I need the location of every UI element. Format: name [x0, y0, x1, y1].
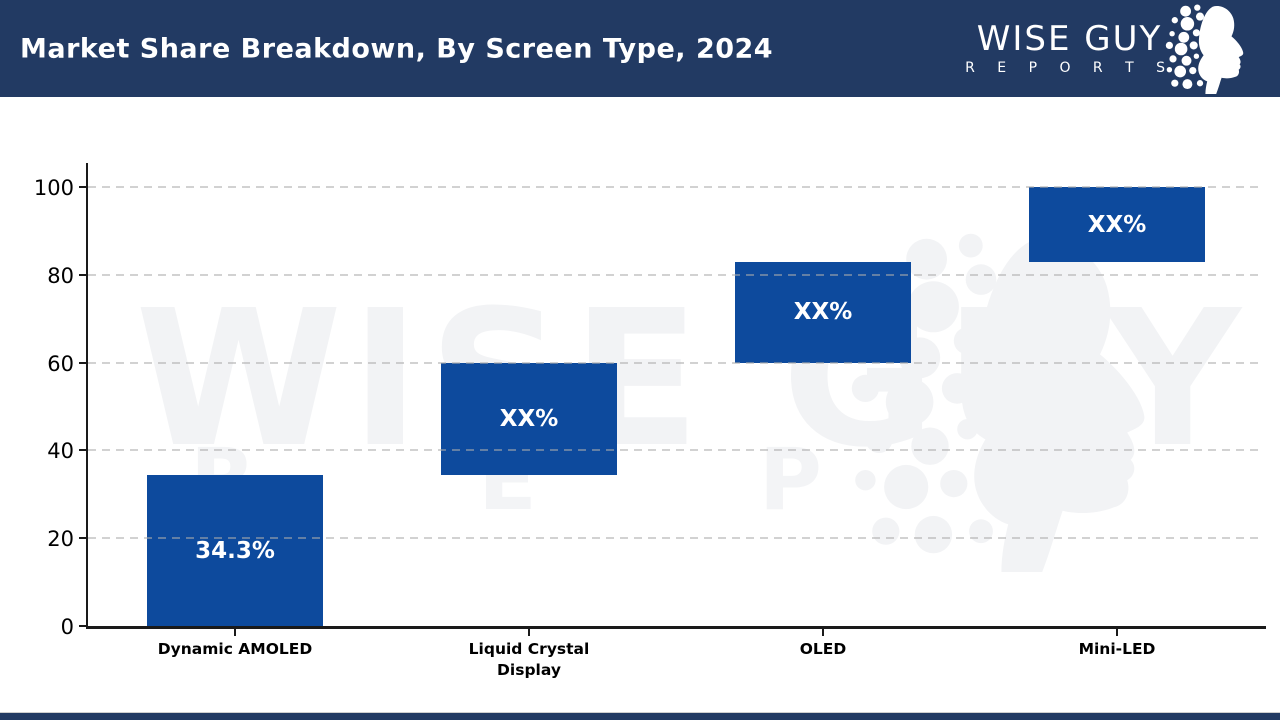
y-tick-label-100: 100: [33, 176, 74, 200]
x-axis-label-2: Liquid Crystal Display: [468, 640, 590, 679]
gridline-100: [88, 186, 1264, 188]
gridline-80: [88, 273, 1264, 276]
brand-head-logo-icon: [1150, 4, 1268, 95]
brand-subtitle: R E P O R T S: [965, 59, 1174, 76]
bar-dynamic-amoled: 34.3%: [146, 475, 324, 626]
y-tick-mark: [79, 625, 86, 627]
y-tick-label-40: 40: [47, 439, 74, 464]
y-tick-label-0: 0: [60, 615, 74, 639]
gridline-60: [88, 361, 1264, 364]
x-tick-mark: [1116, 629, 1118, 636]
bar-value-label: 34.3%: [195, 537, 275, 564]
footer-band: [0, 712, 1280, 720]
x-tick-mark: [528, 629, 530, 636]
brand-name: WISE GUY: [976, 19, 1163, 59]
x-axis-label-3: OLED: [799, 640, 847, 658]
y-tick-mark: [79, 449, 86, 452]
y-tick-mark: [79, 537, 86, 540]
y-tick-label-60: 60: [47, 351, 74, 376]
bar-mini-led: XX%: [1028, 187, 1206, 263]
header-band: Market Share Breakdown, By Screen Type, …: [0, 0, 1280, 97]
x-axis-label-4: Mini-LED: [1078, 640, 1156, 658]
x-tick-mark: [234, 629, 236, 636]
brand-logo: WISE GUY R E P O R T S: [965, 0, 1262, 97]
bar-value-label: XX%: [499, 406, 559, 432]
bar-liquid-crystal-display: XX%: [440, 362, 618, 476]
gridline-40: [88, 449, 1264, 452]
bar-oled: XX%: [734, 262, 912, 363]
x-axis-line: [86, 626, 1266, 629]
y-tick-label-20: 20: [47, 527, 74, 552]
y-tick-mark: [79, 273, 86, 276]
x-axis-label-1: Dynamic AMOLED: [157, 640, 313, 658]
y-tick-label-80: 80: [47, 263, 74, 288]
y-tick-mark: [79, 186, 86, 188]
page-title: Market Share Breakdown, By Screen Type, …: [20, 33, 774, 64]
y-axis-line: [86, 163, 88, 627]
brand-logo-text: WISE GUY R E P O R T S: [965, 19, 1174, 76]
x-tick-mark: [822, 629, 824, 636]
bar-value-label: XX%: [1087, 211, 1147, 238]
gridline-20: [88, 537, 1264, 540]
y-tick-mark: [79, 361, 86, 364]
bar-value-label: XX%: [793, 299, 853, 326]
